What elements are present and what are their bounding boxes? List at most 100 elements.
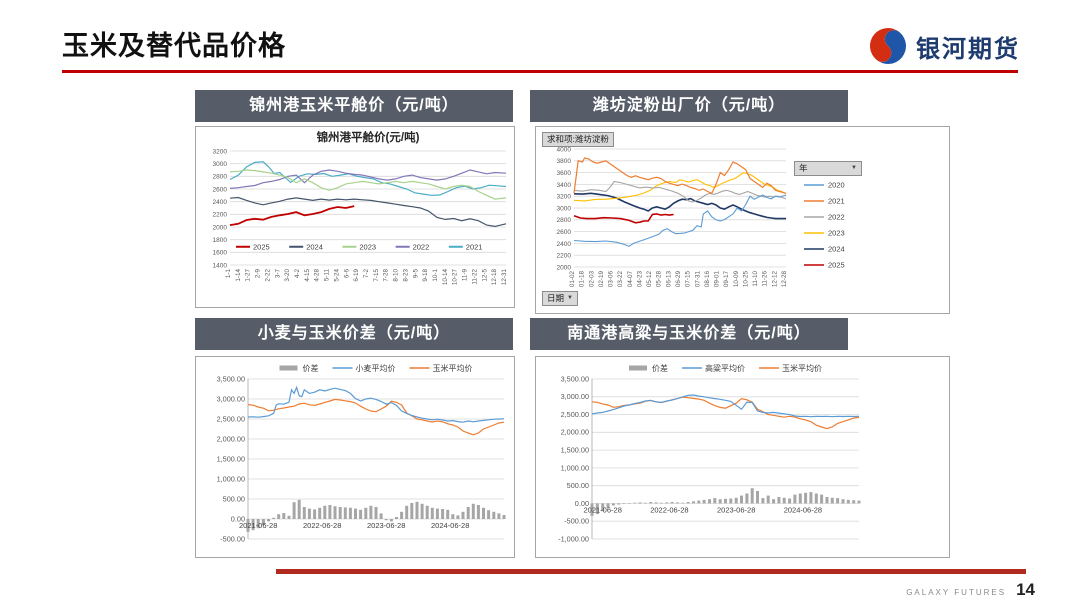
svg-text:2800: 2800	[557, 217, 572, 224]
svg-text:3,500.00: 3,500.00	[561, 374, 589, 383]
svg-text:03-06: 03-06	[608, 271, 615, 288]
svg-text:500.00: 500.00	[223, 494, 245, 503]
jinzhou-port-corn-price-chart: 3200 3000 2800 2600 2400 2200 2000 1800 1600 1400…	[213, 130, 508, 286]
svg-text:12-5: 12-5	[481, 269, 488, 282]
svg-text:1800: 1800	[213, 237, 228, 244]
svg-text:1,500.00: 1,500.00	[561, 446, 589, 455]
svg-text:10-1: 10-1	[432, 269, 439, 282]
bottom-accent-bar	[276, 569, 1026, 574]
svg-text:2021: 2021	[466, 242, 483, 251]
svg-text:2800: 2800	[213, 174, 228, 181]
svg-text:12-18: 12-18	[491, 269, 498, 286]
svg-text:3200: 3200	[557, 194, 572, 201]
svg-text:09-01: 09-01	[714, 271, 721, 288]
wheat-spread-chart-box: 3,500.00 3,000.00 2,500.00 2,000.00 1,500.00…	[195, 356, 515, 558]
company-logo: 银河期货	[868, 26, 1020, 66]
svg-text:玉米平均价: 玉米平均价	[782, 363, 822, 373]
svg-text:1,000.00: 1,000.00	[217, 474, 245, 483]
title-underline	[62, 70, 1018, 73]
svg-text:4000: 4000	[557, 146, 572, 153]
date-filter-button[interactable]: 日期 ▼	[542, 291, 578, 306]
svg-text:3,500.00: 3,500.00	[217, 374, 245, 383]
svg-text:3400: 3400	[557, 182, 572, 189]
svg-text:10-27: 10-27	[452, 269, 459, 286]
svg-text:02-03: 02-03	[588, 271, 595, 288]
svg-text:2200: 2200	[213, 212, 228, 219]
svg-text:2025: 2025	[828, 261, 845, 270]
svg-text:11-9: 11-9	[462, 269, 469, 282]
svg-text:7-2: 7-2	[363, 269, 370, 279]
svg-text:2400: 2400	[213, 199, 228, 206]
svg-text:2-22: 2-22	[264, 269, 271, 282]
svg-text:2023: 2023	[359, 242, 376, 251]
panel-header-label: 潍坊淀粉出厂价（元/吨）	[592, 97, 786, 114]
svg-text:1,000.00: 1,000.00	[561, 463, 589, 472]
panel-header-label: 南通港高粱与玉米价差（元/吨）	[567, 325, 811, 342]
svg-text:500.00: 500.00	[567, 481, 589, 490]
svg-text:10-25: 10-25	[743, 271, 750, 288]
svg-text:11-10: 11-10	[752, 271, 759, 287]
weifang-chart-box: 4000 3800 3600 3400 3200 3000 2800 2600 2400 2200…	[535, 126, 950, 314]
svg-text:2,000.00: 2,000.00	[217, 434, 245, 443]
svg-text:价差: 价差	[303, 363, 319, 373]
svg-text:03-22: 03-22	[617, 271, 624, 288]
pivot-field-button[interactable]: 求和项:潍坊淀粉	[542, 132, 614, 147]
svg-text:4-15: 4-15	[304, 269, 311, 282]
svg-text:6-19: 6-19	[353, 269, 360, 282]
svg-text:2200: 2200	[557, 253, 572, 260]
svg-text:12-12: 12-12	[771, 271, 778, 288]
svg-text:04-23: 04-23	[637, 271, 644, 288]
svg-text:3000: 3000	[213, 161, 228, 168]
svg-text:2400: 2400	[557, 241, 572, 248]
svg-text:07-31: 07-31	[694, 271, 701, 288]
svg-text:2023-06-28: 2023-06-28	[367, 521, 405, 530]
svg-text:3000: 3000	[557, 205, 572, 212]
svg-text:8-23: 8-23	[402, 269, 409, 282]
year-filter-button[interactable]: 年 ▼	[794, 161, 862, 176]
svg-text:4-2: 4-2	[294, 269, 301, 279]
svg-text:04-07: 04-07	[627, 271, 634, 288]
pivot-field-label: 求和项:潍坊淀粉	[547, 134, 609, 144]
svg-text:2000: 2000	[213, 224, 228, 231]
weifang-starch-price-chart: 4000 3800 3600 3400 3200 3000 2800 2600 2400 2200…	[557, 146, 845, 288]
svg-text:2024: 2024	[828, 245, 845, 254]
svg-text:2021-06-28: 2021-06-28	[584, 505, 622, 514]
svg-text:玉米平均价: 玉米平均价	[433, 363, 473, 373]
panel-header-jinzhou: 锦州港玉米平舱价（元/吨）	[195, 90, 513, 122]
panel-header-sorghum-spread: 南通港高粱与玉米价差（元/吨）	[530, 318, 848, 350]
svg-text:7-28: 7-28	[383, 269, 390, 282]
svg-text:3600: 3600	[557, 170, 572, 177]
page-number: 14	[1016, 580, 1035, 599]
svg-text:2022-06-28: 2022-06-28	[303, 521, 341, 530]
footer-brand: GALAXY FUTURES	[906, 588, 1007, 597]
svg-text:-500.00: -500.00	[564, 517, 589, 526]
svg-text:3,000.00: 3,000.00	[561, 392, 589, 401]
svg-text:1,500.00: 1,500.00	[217, 454, 245, 463]
svg-text:2022: 2022	[413, 242, 430, 251]
svg-text:05-12: 05-12	[646, 271, 653, 288]
svg-text:高粱平均价: 高粱平均价	[705, 363, 745, 373]
svg-text:2025: 2025	[253, 242, 270, 251]
jinzhou-chart-box: 3200 3000 2800 2600 2400 2200 2000 1800 1600 1400…	[195, 126, 515, 308]
svg-text:2024-06-28: 2024-06-28	[431, 521, 469, 530]
svg-text:锦州港平舱价(元/吨): 锦州港平舱价(元/吨)	[317, 130, 420, 144]
svg-text:06-13: 06-13	[665, 271, 672, 288]
svg-text:2024: 2024	[306, 242, 323, 251]
svg-text:-500.00: -500.00	[220, 534, 245, 543]
svg-text:08-16: 08-16	[704, 271, 711, 288]
svg-text:02-19: 02-19	[598, 271, 605, 288]
svg-text:2,500.00: 2,500.00	[561, 410, 589, 419]
svg-text:2021: 2021	[828, 197, 845, 206]
svg-text:9-18: 9-18	[422, 269, 429, 282]
wheat-corn-spread-chart: 3,500.00 3,000.00 2,500.00 2,000.00 1,500.00…	[217, 363, 506, 543]
svg-text:-1,000.00: -1,000.00	[558, 534, 589, 543]
svg-text:11-26: 11-26	[762, 271, 769, 287]
svg-text:09-17: 09-17	[723, 271, 730, 288]
svg-text:5-11: 5-11	[324, 269, 331, 282]
sorghum-spread-chart-box: 3,500.00 3,000.00 2,500.00 2,000.00 1,500.00…	[535, 356, 950, 558]
svg-text:2-9: 2-9	[255, 269, 262, 279]
svg-text:1-14: 1-14	[235, 269, 242, 282]
filter-icon: ▼	[567, 295, 573, 301]
svg-text:3200: 3200	[213, 148, 228, 155]
